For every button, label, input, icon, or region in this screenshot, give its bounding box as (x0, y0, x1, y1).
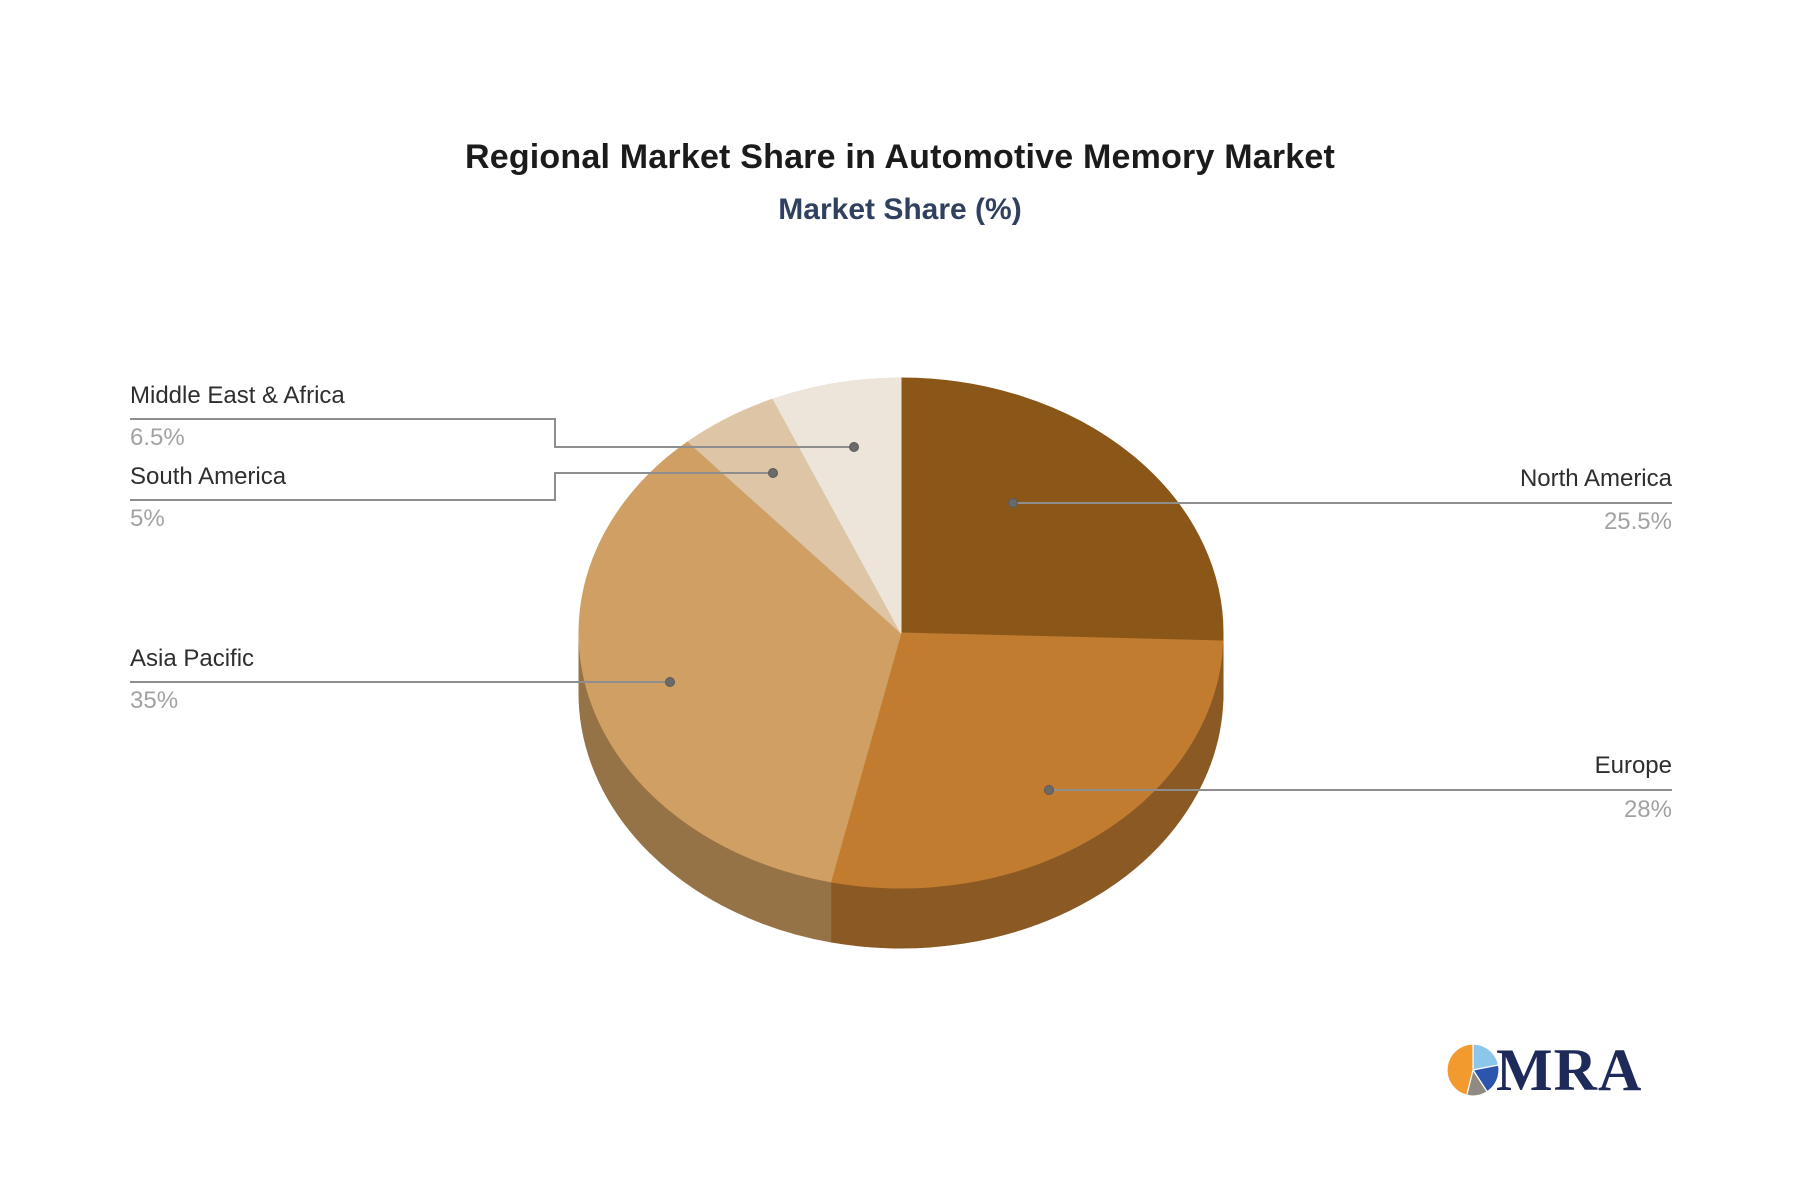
pie-chart-logo-icon (1446, 1043, 1474, 1096)
callout-label-south-america: South America (130, 463, 287, 490)
callout-label-asia-pacific: Asia Pacific (130, 645, 255, 672)
callout-dot (849, 442, 859, 452)
pie-slice (900, 377, 1224, 642)
callout-dot (1044, 785, 1054, 795)
callout-label-europe: Europe (1594, 752, 1672, 779)
pie-slice (772, 377, 902, 634)
callout-line (130, 472, 773, 501)
callout-dot (665, 677, 675, 687)
callout-dot (768, 468, 778, 478)
callout-value-europe: 28% (1623, 796, 1672, 823)
callout-value-asia-pacific: 35% (130, 687, 179, 714)
callout-dot (1008, 498, 1018, 508)
chart-title: Regional Market Share in Automotive Memo… (464, 138, 1336, 176)
callout-value-north-america: 25.5% (1603, 508, 1672, 535)
callout-label-north-america: North America (1519, 465, 1672, 492)
callout-value-middle-east-africa: 6.5% (130, 424, 185, 451)
callout-line (130, 418, 854, 448)
pie-chart-logo-icon (1472, 1043, 1500, 1071)
callout-label-middle-east-africa: Middle East & Africa (130, 382, 345, 409)
logo-wordmark: MRA (1496, 1037, 1643, 1103)
pie-slice (830, 632, 1224, 889)
chart-subtitle: Market Share (%) (778, 193, 1022, 226)
pie-slice (578, 441, 902, 883)
callout-value-south-america: 5% (130, 505, 165, 532)
